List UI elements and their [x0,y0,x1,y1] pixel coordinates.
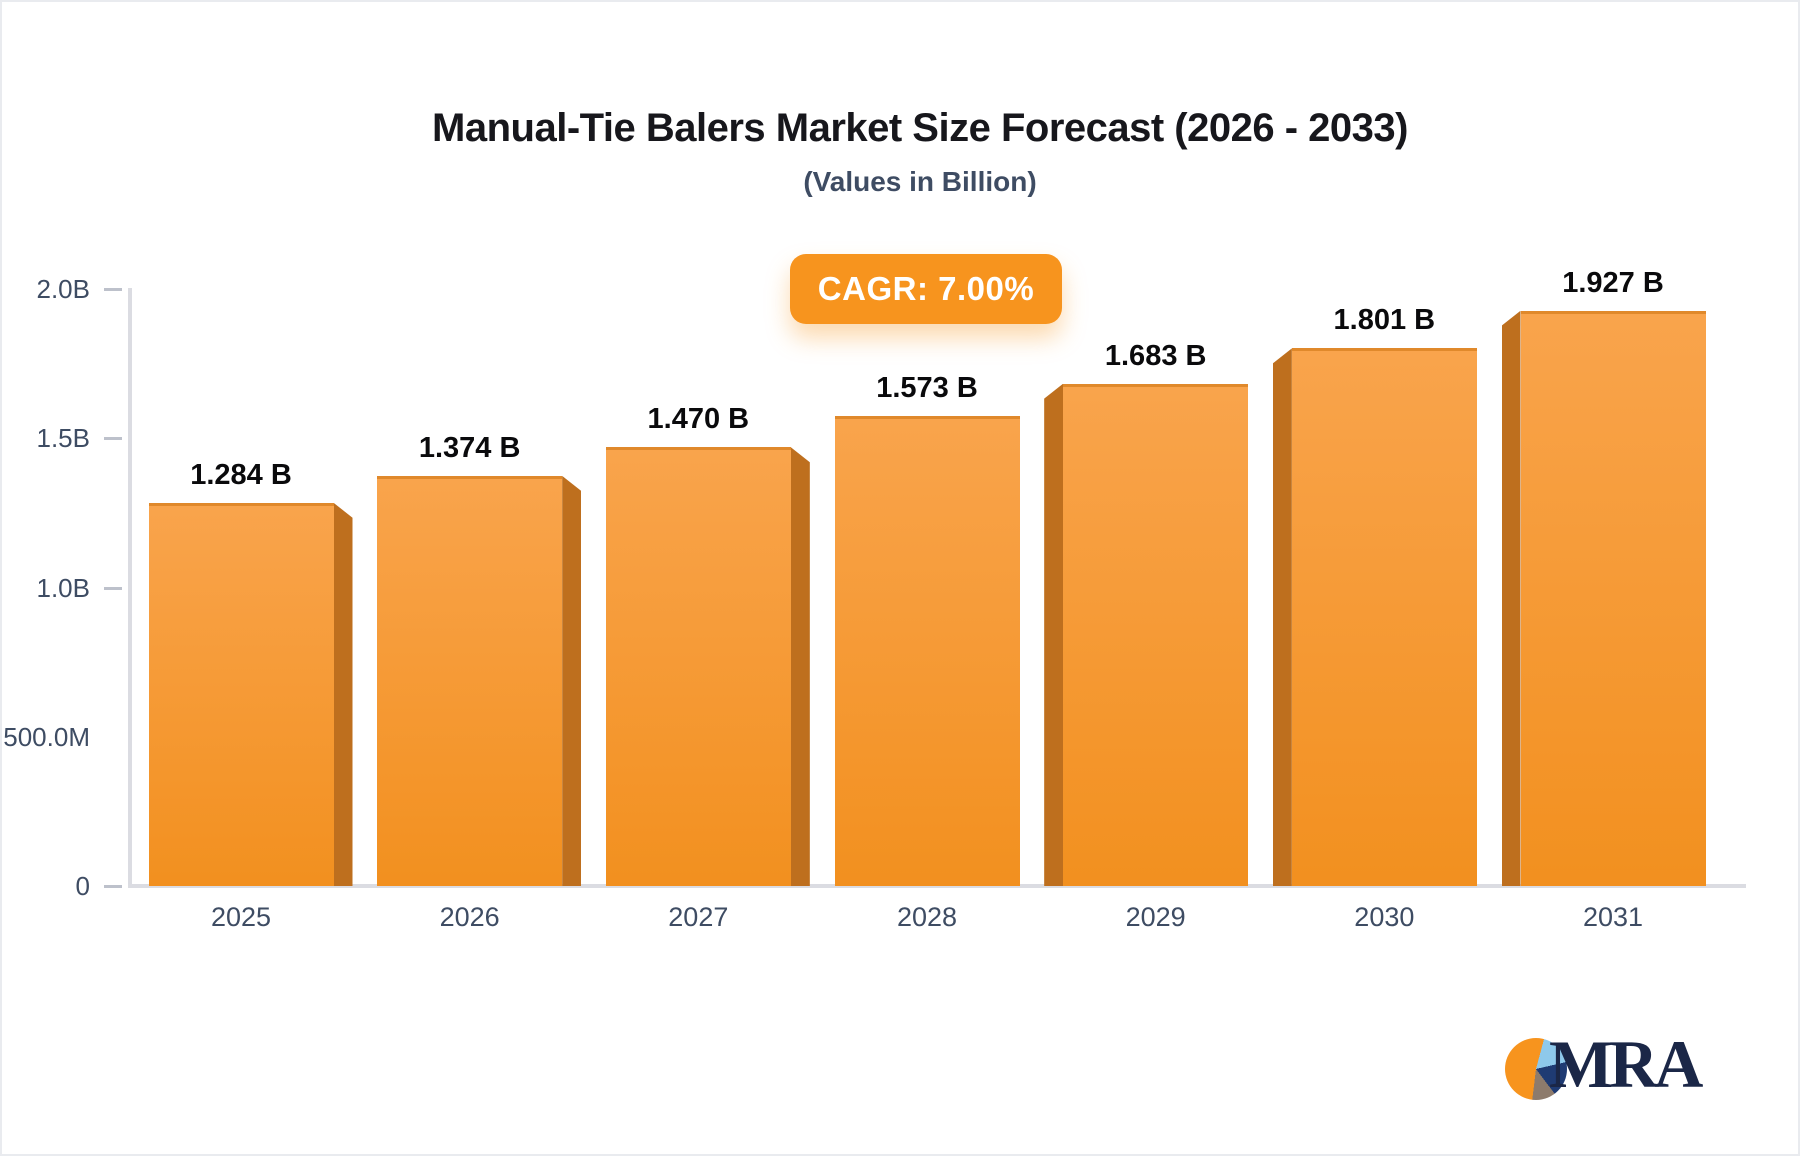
bar-face [1520,310,1706,886]
x-axis-label: 2025 [210,902,272,932]
bar-side [333,502,353,886]
bar-side [1044,383,1064,886]
bar-side [1272,348,1292,886]
bar-side [790,447,810,886]
cagr-badge-label: CAGR: 7.00% [817,270,1035,307]
bar-value-label: 1.573 B [876,372,978,405]
bar-value-label: 1.927 B [1562,266,1664,299]
bar-value-label: 1.683 B [1104,339,1207,372]
mra-logo-pie-icon [1505,1038,1567,1100]
bar-face [377,475,563,886]
bar-value-label: 1.374 B [418,431,521,464]
x-axis-label: 2026 [439,902,500,932]
x-axis-label: 2027 [668,902,729,932]
x-axis-line [128,884,1746,888]
y-tick-label: 1.0B [36,572,91,603]
x-axis-label: 2029 [1125,902,1186,932]
y-tick-dash [104,586,122,590]
bar-side [1501,310,1521,886]
bar-face [834,416,1020,886]
y-tick-label: 500.0M [3,721,90,752]
x-axis-label: 2031 [1582,902,1644,932]
bar-face [605,447,791,886]
bar-side [562,475,582,886]
chart-subtitle: (Values in Billion) [803,166,1037,197]
cagr-badge: CAGR: 7.00% [790,254,1062,324]
bar-value-label: 1.284 B [190,458,292,491]
y-tick-dash [104,437,122,441]
mra-logo-text: MRA [1549,1026,1703,1102]
bar-face [148,502,334,886]
y-tick-label: 0 [75,871,90,901]
y-tick-dash [104,885,122,888]
mra-logo: MRA [1505,1026,1745,1112]
y-tick-dash [104,288,122,291]
y-axis-line [128,288,132,888]
y-tick-label: 1.5B [36,423,91,454]
y-tick-label: 2.0B [36,274,91,304]
bar-value-label: 1.801 B [1333,304,1436,337]
bar-face [1291,348,1477,886]
x-axis-label: 2030 [1354,902,1415,932]
chart-title: Manual-Tie Balers Market Size Forecast (… [432,106,1408,150]
bar-value-label: 1.470 B [647,403,750,436]
bar-face [1063,383,1249,886]
x-axis-label: 2028 [896,902,958,932]
